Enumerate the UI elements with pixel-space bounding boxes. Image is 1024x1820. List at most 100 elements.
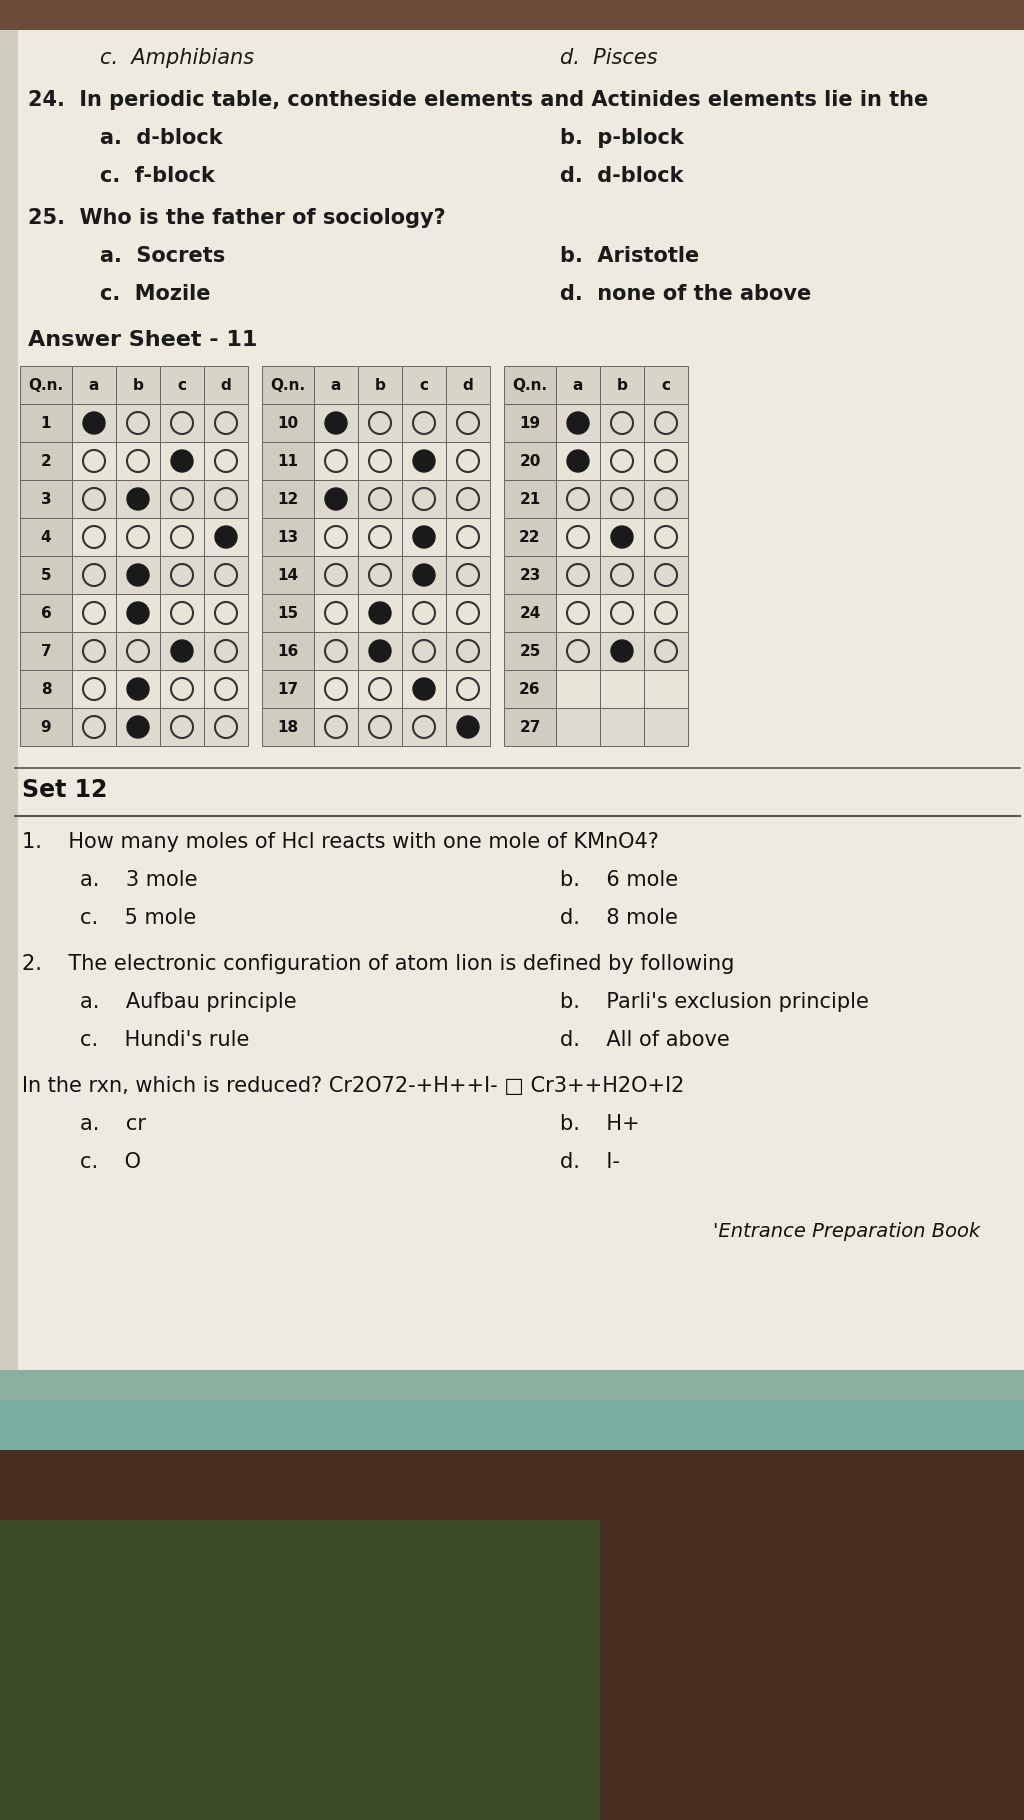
Bar [262, 366, 314, 404]
Bar [314, 519, 358, 555]
Text: In the rxn, which is reduced? Cr2O72-+H++I- □ Cr3++H2O+I2: In the rxn, which is reduced? Cr2O72-+H+… [22, 1076, 684, 1096]
Text: 19: 19 [519, 415, 541, 431]
Text: Q.n.: Q.n. [512, 377, 548, 393]
Bar [556, 366, 600, 404]
Bar [116, 519, 160, 555]
Circle shape [171, 641, 193, 662]
Bar [600, 366, 644, 404]
Bar [116, 708, 160, 746]
Bar [644, 632, 688, 670]
Text: a: a [89, 377, 99, 393]
Circle shape [369, 641, 391, 662]
Bar [116, 632, 160, 670]
Bar [116, 670, 160, 708]
Bar [600, 480, 644, 519]
Bar [446, 670, 490, 708]
Bar [446, 555, 490, 593]
Text: 3: 3 [41, 491, 51, 506]
Bar [402, 632, 446, 670]
Text: a.    Aufbau principle: a. Aufbau principle [80, 992, 297, 1012]
Bar [0, 1370, 1024, 1410]
Bar [556, 555, 600, 593]
Bar [72, 555, 116, 593]
Bar [504, 593, 556, 632]
Circle shape [127, 602, 150, 624]
Bar [160, 708, 204, 746]
Bar [262, 480, 314, 519]
Bar [504, 555, 556, 593]
Bar [402, 442, 446, 480]
Text: 25.  Who is the father of sociology?: 25. Who is the father of sociology? [28, 207, 445, 228]
Bar [72, 480, 116, 519]
Text: Set 12: Set 12 [22, 777, 108, 803]
Circle shape [567, 450, 589, 471]
Text: 26: 26 [519, 681, 541, 697]
Text: 17: 17 [278, 681, 299, 697]
Bar [116, 593, 160, 632]
Bar [446, 480, 490, 519]
Bar [20, 555, 72, 593]
Text: b.  Aristotle: b. Aristotle [560, 246, 699, 266]
Text: d.  d-block: d. d-block [560, 166, 683, 186]
Bar [600, 593, 644, 632]
Bar [314, 670, 358, 708]
Text: b.    Parli's exclusion principle: b. Parli's exclusion principle [560, 992, 869, 1012]
Bar [446, 519, 490, 555]
Circle shape [413, 679, 435, 701]
Circle shape [413, 450, 435, 471]
Text: 15: 15 [278, 606, 299, 621]
Bar [504, 442, 556, 480]
Bar [504, 480, 556, 519]
Text: c: c [662, 377, 671, 393]
Bar [20, 480, 72, 519]
Bar [644, 442, 688, 480]
Bar [262, 404, 314, 442]
Bar [0, 1400, 1024, 1451]
Bar [116, 442, 160, 480]
Bar [160, 593, 204, 632]
Text: 12: 12 [278, 491, 299, 506]
Circle shape [171, 450, 193, 471]
Bar [556, 480, 600, 519]
Bar [204, 442, 248, 480]
Bar [358, 366, 402, 404]
Bar [314, 366, 358, 404]
Text: c.    5 mole: c. 5 mole [80, 908, 197, 928]
Text: Q.n.: Q.n. [29, 377, 63, 393]
Bar [358, 480, 402, 519]
Text: b: b [616, 377, 628, 393]
Circle shape [611, 641, 633, 662]
Bar [446, 708, 490, 746]
Text: 20: 20 [519, 453, 541, 468]
Bar [0, 29, 1024, 1410]
Bar [556, 670, 600, 708]
Bar [314, 404, 358, 442]
Text: Answer Sheet - 11: Answer Sheet - 11 [28, 329, 257, 349]
Text: 'Entrance Preparation Book: 'Entrance Preparation Book [713, 1221, 980, 1241]
Text: 14: 14 [278, 568, 299, 582]
Bar [504, 708, 556, 746]
Bar [644, 555, 688, 593]
Bar [504, 670, 556, 708]
Bar [204, 519, 248, 555]
Circle shape [127, 679, 150, 701]
Bar [504, 366, 556, 404]
Bar [402, 708, 446, 746]
Text: 1: 1 [41, 415, 51, 431]
Circle shape [457, 715, 479, 737]
Bar [20, 404, 72, 442]
Text: b: b [132, 377, 143, 393]
Bar [402, 480, 446, 519]
Bar [358, 442, 402, 480]
Text: 13: 13 [278, 530, 299, 544]
Circle shape [215, 526, 237, 548]
Circle shape [413, 526, 435, 548]
Text: 11: 11 [278, 453, 299, 468]
Bar [358, 555, 402, 593]
Bar [160, 404, 204, 442]
Bar [402, 593, 446, 632]
Bar [358, 670, 402, 708]
Circle shape [611, 526, 633, 548]
Text: a.  d-block: a. d-block [100, 127, 222, 147]
Bar [72, 708, 116, 746]
